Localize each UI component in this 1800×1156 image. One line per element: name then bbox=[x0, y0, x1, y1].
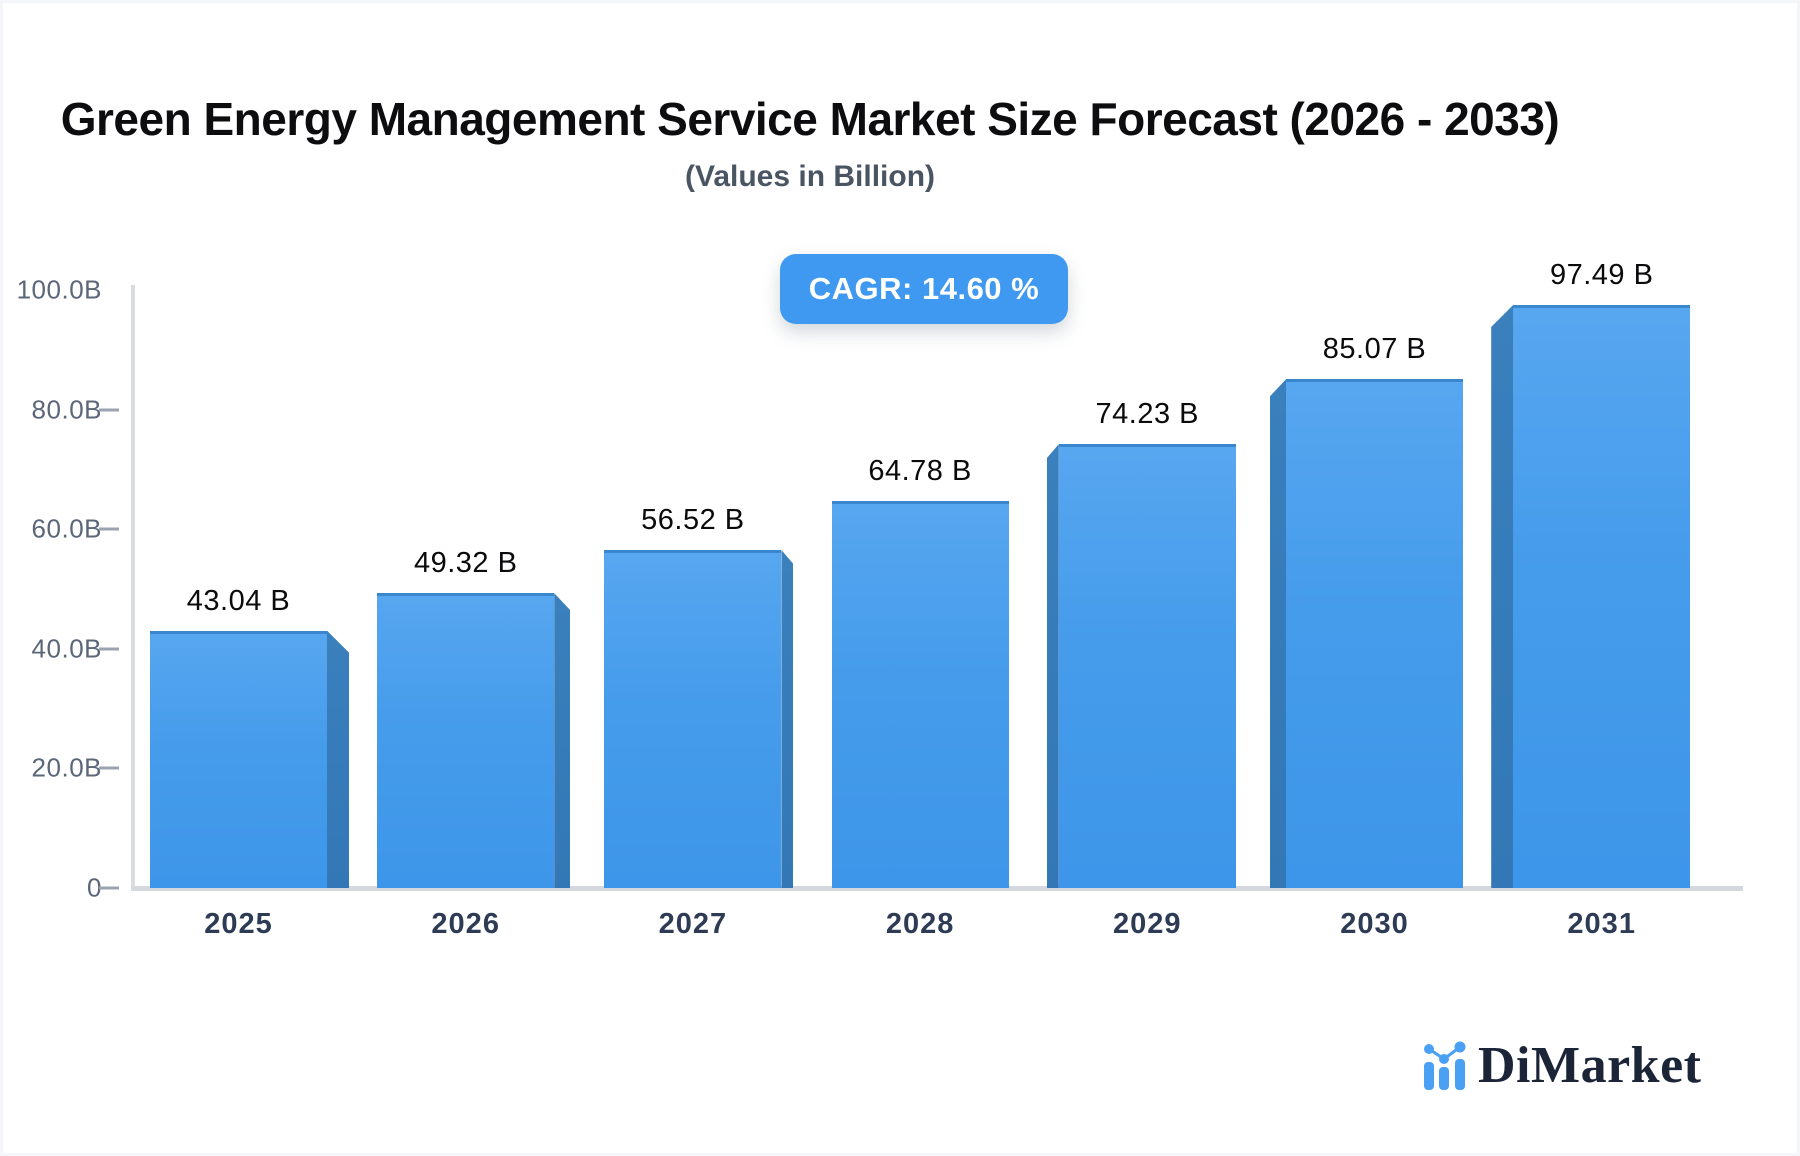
bar-2027 bbox=[604, 550, 782, 888]
bar-value-label: 97.49 B bbox=[1549, 259, 1654, 291]
y-axis-tick-label: 0 bbox=[87, 872, 102, 903]
y-axis-tick-mark bbox=[99, 408, 119, 412]
y-axis-tick-mark bbox=[99, 766, 119, 770]
y-axis-tick-label: 60.0B bbox=[31, 513, 102, 544]
bar-value-label: 49.32 B bbox=[413, 547, 518, 580]
bar-value-label: 85.07 B bbox=[1322, 333, 1427, 366]
x-axis-category-label: 2028 bbox=[885, 908, 955, 940]
y-axis-tick-mark bbox=[99, 647, 119, 651]
bar-3d-side bbox=[1270, 379, 1286, 888]
bar-value-label: 74.23 B bbox=[1095, 398, 1200, 431]
bar-3d-side bbox=[1491, 305, 1514, 888]
x-axis-category-label: 2025 bbox=[204, 908, 273, 940]
brand-logo: DiMarket bbox=[1422, 1037, 1702, 1095]
x-axis-category-label: 2031 bbox=[1567, 908, 1636, 940]
x-axis-line bbox=[131, 886, 1743, 891]
chart-header: Green Energy Management Service Market S… bbox=[0, 92, 1620, 194]
bar-2025 bbox=[150, 630, 327, 888]
y-axis-tick-mark bbox=[99, 527, 119, 531]
bar-2026 bbox=[377, 593, 555, 888]
bar-2030 bbox=[1286, 379, 1463, 888]
brand-name: DiMarket bbox=[1478, 1037, 1702, 1095]
bar-3d-side bbox=[781, 550, 794, 888]
cagr-badge-label: CAGR: 14.60 % bbox=[808, 271, 1040, 306]
x-axis-category-label: 2027 bbox=[658, 908, 728, 940]
y-axis-tick-label: 100.0B bbox=[16, 274, 102, 305]
y-axis-tick-label: 40.0B bbox=[31, 633, 102, 664]
bar-3d-side bbox=[1046, 444, 1059, 888]
x-axis-category-label: 2029 bbox=[1113, 908, 1182, 940]
y-axis-tick-label: 20.0B bbox=[31, 752, 102, 783]
cagr-badge: CAGR: 14.60 % bbox=[780, 254, 1068, 324]
bar-chart-logo-icon bbox=[1424, 1041, 1466, 1090]
bar-value-label: 56.52 B bbox=[641, 504, 745, 536]
y-axis-tick-label: 80.0B bbox=[31, 394, 102, 425]
x-axis-category-label: 2030 bbox=[1340, 908, 1409, 940]
y-axis-tick-mark bbox=[99, 886, 119, 890]
bar-2031 bbox=[1513, 305, 1691, 888]
bar-value-label: 64.78 B bbox=[868, 454, 972, 487]
chart-subtitle: (Values in Billion) bbox=[684, 160, 936, 193]
bar-3d-side bbox=[554, 593, 571, 888]
x-axis-category-label: 2026 bbox=[431, 908, 500, 940]
chart-title: Green Energy Management Service Market S… bbox=[60, 93, 1560, 145]
y-axis-line bbox=[131, 285, 135, 890]
bar-2029 bbox=[1058, 444, 1236, 888]
bar-3d-side bbox=[327, 630, 349, 888]
bar-2028 bbox=[831, 500, 1009, 888]
bar-value-label: 43.04 B bbox=[186, 584, 291, 617]
